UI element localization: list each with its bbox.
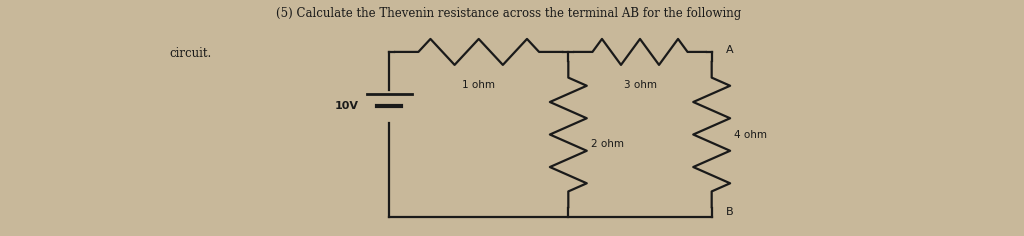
Bar (0, 0, 159, 236)
Text: circuit.: circuit. (169, 47, 211, 60)
Text: B: B (726, 207, 733, 217)
Text: 3 ohm: 3 ohm (624, 80, 656, 90)
Text: A: A (726, 45, 733, 55)
Text: 4 ohm: 4 ohm (734, 130, 767, 139)
Text: 1 ohm: 1 ohm (462, 80, 496, 90)
Text: 2 ohm: 2 ohm (591, 139, 624, 149)
Text: 10V: 10V (335, 101, 358, 111)
Text: (5) Calculate the Thevenin resistance across the terminal AB for the following: (5) Calculate the Thevenin resistance ac… (276, 7, 741, 20)
